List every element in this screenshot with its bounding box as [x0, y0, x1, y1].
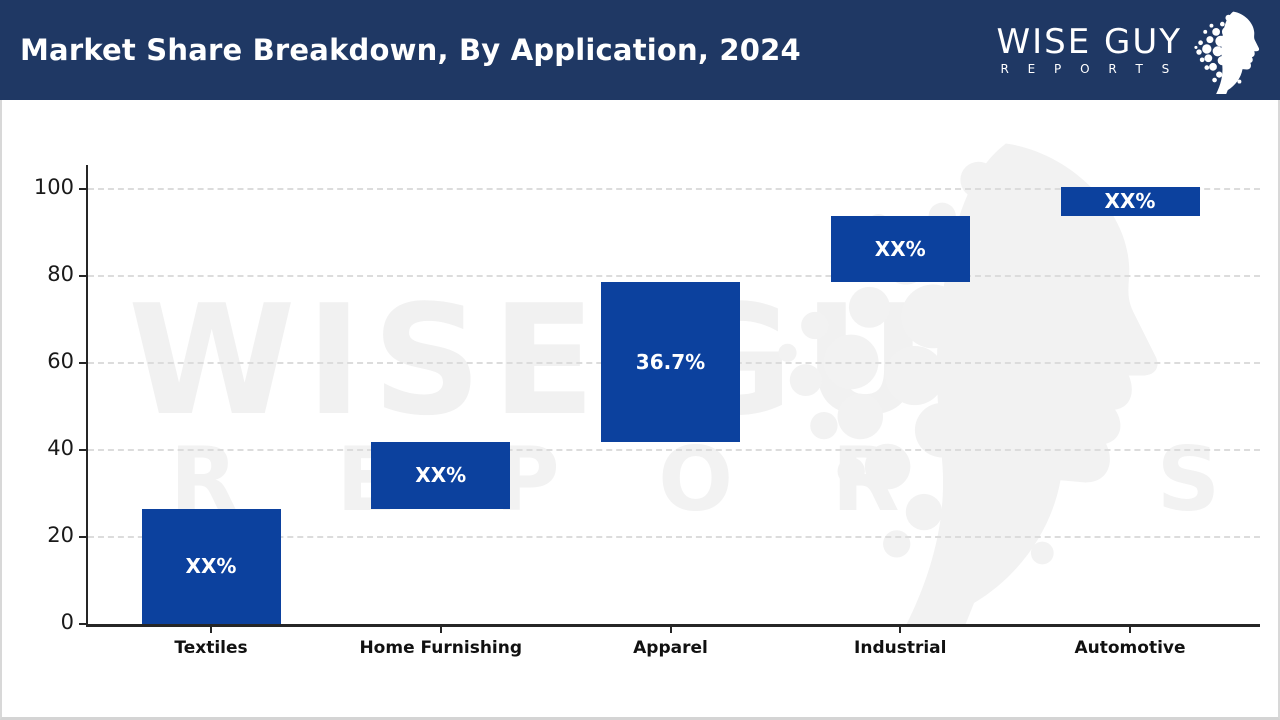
logo-text: WISE GUY R E P O R T S [996, 25, 1182, 76]
bar-apparel: 36.7% [601, 282, 740, 443]
x-tick-label-textiles: Textiles [174, 638, 248, 658]
y-tick-label-0: 0 [60, 610, 74, 634]
y-tick-100 [79, 187, 88, 190]
y-tick-label-80: 80 [47, 261, 74, 286]
y-tick-label-20: 20 [47, 522, 74, 547]
bar-textiles: XX% [141, 508, 281, 624]
chart-title: Market Share Breakdown, By Application, … [20, 33, 801, 67]
gridline-20 [88, 535, 1260, 538]
x-tick-automotive [1129, 624, 1131, 633]
logo-face-icon [1188, 7, 1266, 94]
y-tick-40 [79, 448, 88, 451]
bar-label-industrial: XX% [874, 237, 926, 262]
bar-label-apparel: 36.7% [635, 350, 706, 375]
y-axis-spine [86, 165, 88, 626]
gridline-40 [88, 448, 1260, 451]
bar-automotive: XX% [1060, 186, 1200, 217]
y-tick-60 [79, 361, 88, 364]
gridline-80 [88, 274, 1260, 277]
x-tick-textiles [210, 624, 212, 633]
y-tick-0 [79, 623, 88, 625]
gridline-100 [88, 187, 1260, 190]
bar-industrial: XX% [830, 216, 970, 283]
x-tick-apparel [669, 624, 672, 633]
y-tick-label-60: 60 [47, 348, 74, 373]
x-tick-label-industrial: Industrial [854, 638, 947, 658]
logo-subtitle: R E P O R T S [1000, 61, 1177, 76]
wise-guy-logo: WISE GUY R E P O R T S [996, 7, 1266, 94]
x-tick-home-furnishing [439, 624, 442, 633]
bar-label-home-furnishing: XX% [415, 463, 467, 488]
y-tick-80 [79, 274, 88, 277]
bar-home-furnishing: XX% [371, 442, 511, 509]
bar-label-automotive: XX% [1104, 189, 1156, 214]
x-tick-label-apparel: Apparel [633, 638, 708, 658]
x-axis-spine [86, 624, 1260, 627]
header: Market Share Breakdown, By Application, … [0, 0, 1280, 100]
x-tick-label-automotive: Automotive [1074, 638, 1186, 658]
logo-wordmark: WISE GUY [996, 21, 1182, 62]
y-tick-label-100: 100 [33, 174, 74, 199]
x-tick-industrial [899, 624, 902, 633]
bar-label-textiles: XX% [185, 554, 237, 579]
x-tick-label-home-furnishing: Home Furnishing [359, 638, 523, 658]
y-tick-label-40: 40 [47, 435, 74, 460]
y-tick-20 [79, 535, 88, 538]
